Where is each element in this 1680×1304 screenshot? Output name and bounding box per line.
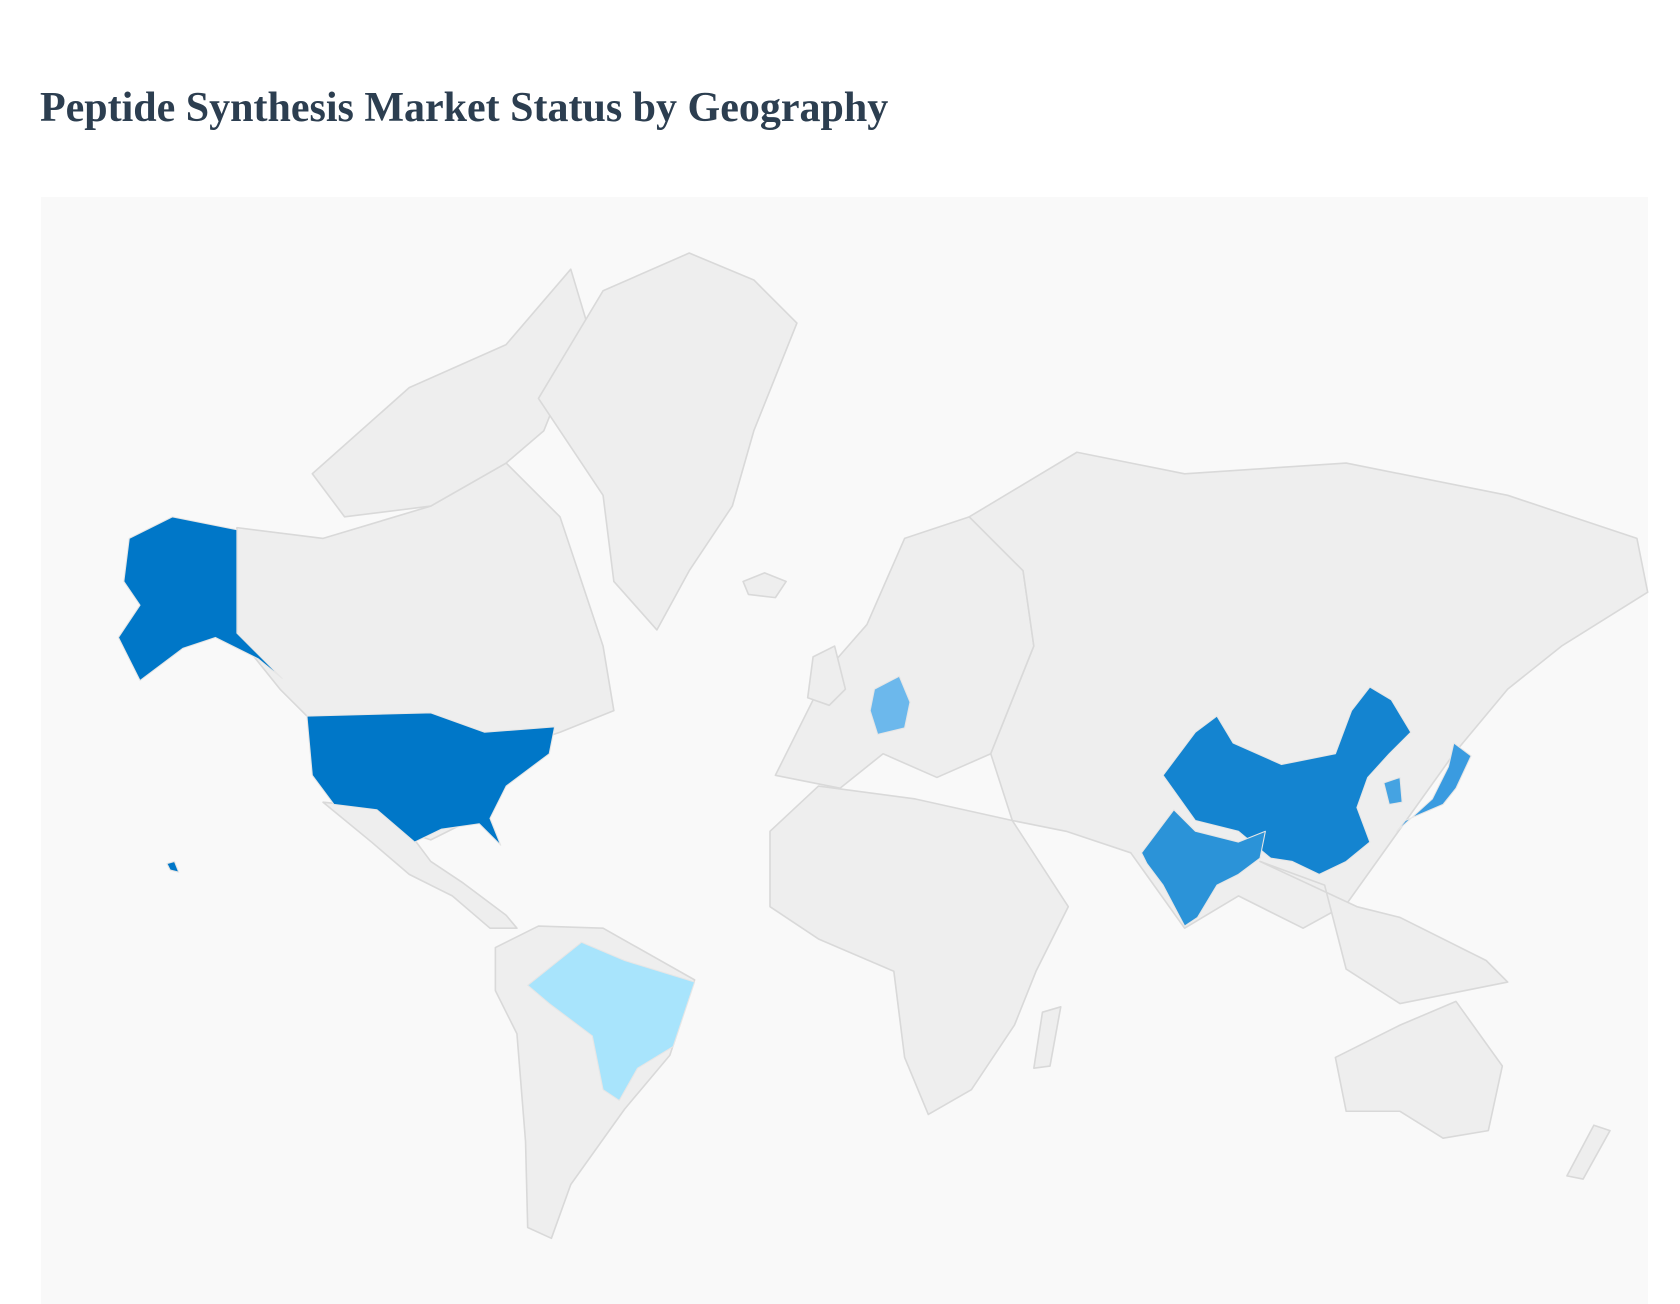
land-australia xyxy=(1334,1000,1504,1139)
land-uk xyxy=(806,645,847,707)
country-brazil[interactable] xyxy=(527,941,696,1102)
country-united-states[interactable] xyxy=(306,712,556,846)
land-greenland xyxy=(537,252,798,631)
page-title: Peptide Synthesis Market Status by Geogr… xyxy=(40,85,889,131)
land-madagascar xyxy=(1033,1005,1062,1069)
country-hawaii xyxy=(166,860,180,873)
country-china[interactable] xyxy=(1162,686,1412,875)
country-japan[interactable] xyxy=(1396,742,1472,832)
world-map xyxy=(41,197,1649,1304)
country-germany[interactable] xyxy=(869,675,911,735)
country-south-korea[interactable] xyxy=(1383,776,1403,805)
highlighted-countries xyxy=(117,516,1472,1102)
land-africa xyxy=(769,785,1070,1116)
land-southeast-asia xyxy=(1259,860,1509,1005)
land-iceland xyxy=(742,572,787,599)
land-asia xyxy=(968,451,1649,930)
land-new-zealand xyxy=(1566,1124,1611,1180)
country-alaska xyxy=(117,516,283,682)
country-india[interactable] xyxy=(1141,809,1266,927)
